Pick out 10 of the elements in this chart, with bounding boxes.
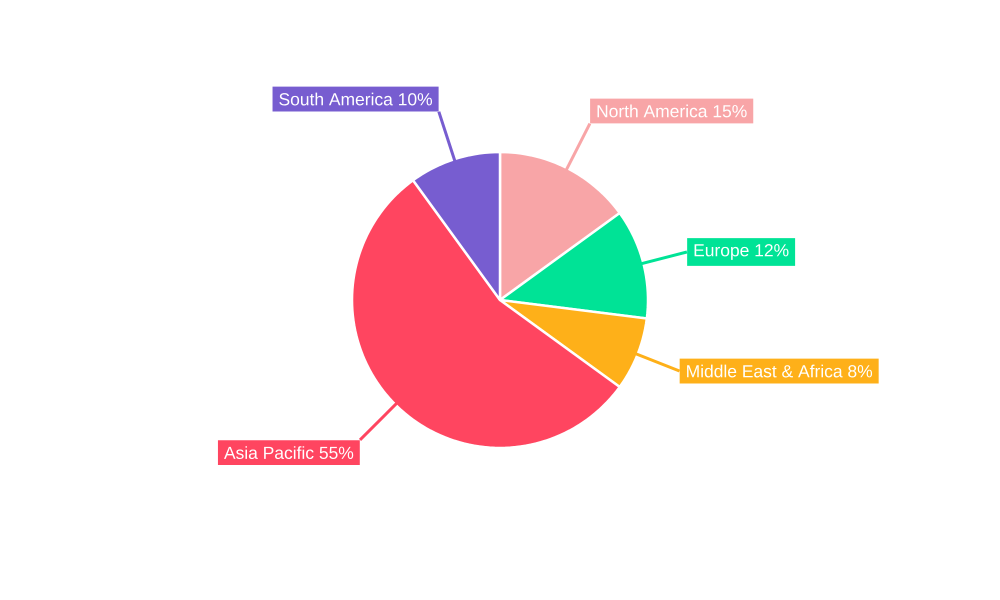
data-label: 12% <box>756 244 788 256</box>
slice-label: South America <box>279 92 393 106</box>
slice-label: Middle East & Africa <box>687 364 843 378</box>
data-label: 8% <box>848 365 872 378</box>
slice-label: Europe <box>694 244 749 260</box>
slice-label: North America <box>598 104 708 118</box>
data-label: 10% <box>399 93 432 106</box>
data-label: 15% <box>714 105 747 118</box>
data-label: 55% <box>320 446 354 459</box>
slice-label: Asia Pacific <box>224 446 314 459</box>
